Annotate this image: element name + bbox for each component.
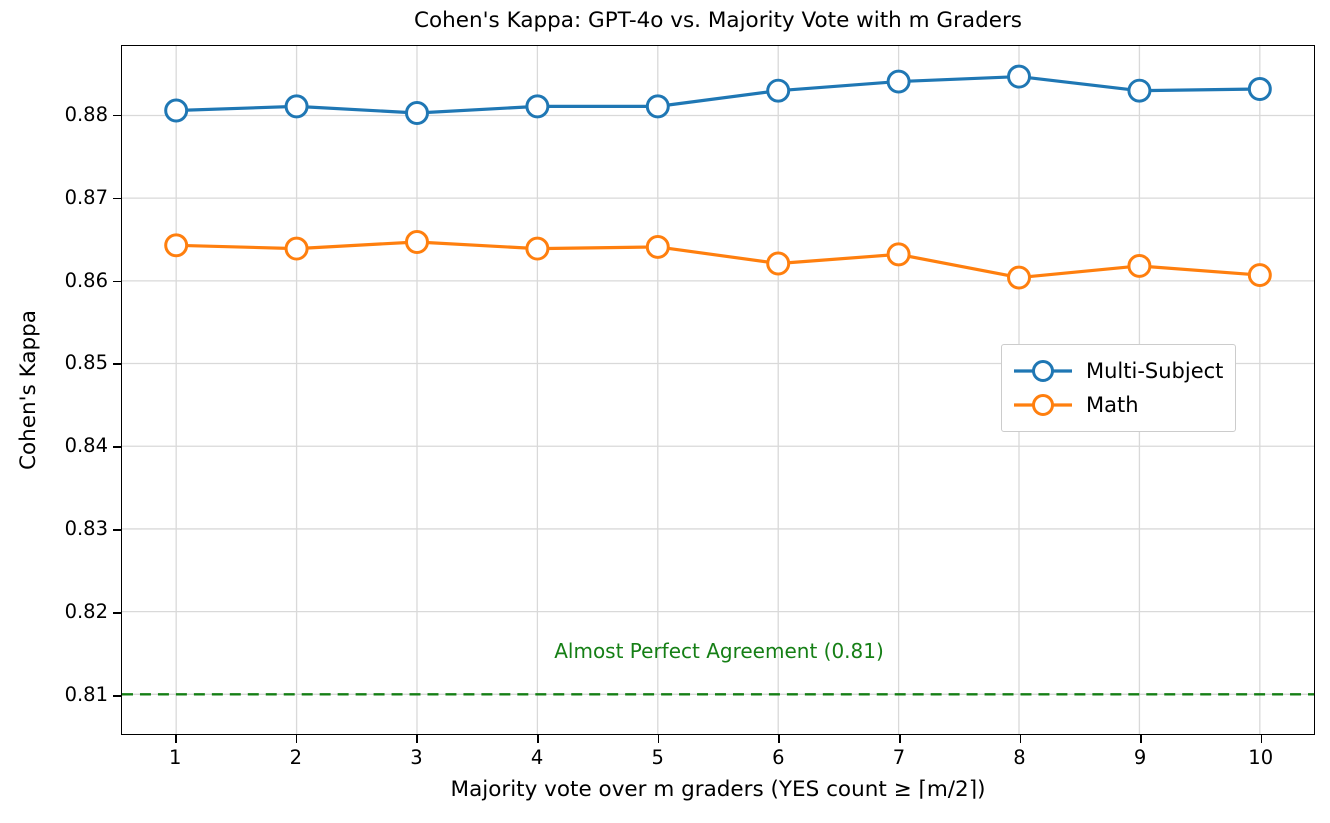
- legend-item[interactable]: Math: [1012, 388, 1223, 422]
- y-axis-tick-mark: [113, 612, 121, 614]
- x-axis-tick-label: 7: [892, 746, 906, 769]
- x-axis-tick-mark: [416, 735, 419, 743]
- legend-marker-icon: [1012, 392, 1074, 418]
- x-axis-tick-mark: [778, 735, 780, 743]
- x-axis-tick-label: 2: [289, 746, 303, 769]
- y-axis-tick-label: 0.87: [64, 185, 108, 209]
- y-axis-tick-mark: [113, 114, 121, 117]
- x-axis-tick-mark: [537, 735, 539, 743]
- plot-area: Almost Perfect Agreement (0.81): [121, 45, 1315, 735]
- y-axis-tick-label: 0.83: [64, 517, 108, 541]
- y-axis-tick-label: 0.82: [64, 600, 108, 624]
- x-axis-label: Majority vote over m graders (YES count …: [450, 777, 986, 802]
- y-axis-tick-mark: [113, 695, 121, 697]
- reference-lines: [122, 693, 1314, 696]
- chart-legend[interactable]: Multi-Subject Math: [1001, 344, 1237, 432]
- y-axis-label: Cohen's Kappa: [16, 310, 41, 470]
- y-axis-tick-label: 0.86: [64, 268, 108, 292]
- x-axis-tick-label: 4: [530, 746, 544, 769]
- chart-title: Cohen's Kappa: GPT-4o vs. Majority Vote …: [414, 8, 1022, 33]
- y-axis-tick-label: 0.81: [64, 683, 108, 707]
- x-axis-tick-label: 6: [772, 746, 785, 769]
- series-multi-subject: [164, 64, 1272, 125]
- data-series: [164, 64, 1272, 290]
- x-axis-tick-mark: [1140, 735, 1142, 743]
- x-axis-tick-label: 8: [1013, 746, 1026, 769]
- y-axis-tick-mark: [113, 280, 121, 283]
- threshold-annotation-label: Almost Perfect Agreement (0.81): [554, 638, 884, 663]
- legend-item[interactable]: Multi-Subject: [1012, 354, 1223, 388]
- x-axis-tick-mark: [295, 735, 298, 743]
- series-math: [164, 230, 1272, 290]
- x-axis-tick-label: 10: [1248, 746, 1274, 769]
- y-axis-tick-mark: [113, 529, 121, 531]
- x-axis-tick-mark: [657, 735, 660, 743]
- y-axis-tick-mark: [113, 446, 121, 448]
- legend-label: Math: [1086, 393, 1139, 417]
- legend-label: Multi-Subject: [1086, 359, 1224, 383]
- legend-marker-icon: [1012, 358, 1074, 384]
- x-axis-tick-label: 1: [169, 746, 182, 769]
- y-axis-tick-label: 0.84: [64, 434, 108, 458]
- x-axis-tick-label: 9: [1133, 746, 1147, 769]
- y-axis-tick-label: 0.88: [64, 102, 108, 126]
- y-axis-tick-label: 0.85: [64, 351, 108, 375]
- x-axis-tick-label: 5: [651, 746, 664, 769]
- x-axis-tick-label: 3: [410, 746, 423, 769]
- x-axis-tick-mark: [1260, 735, 1263, 743]
- y-axis-tick-mark: [113, 363, 121, 366]
- x-axis-tick-mark: [175, 735, 177, 743]
- y-axis-tick-mark: [113, 197, 121, 200]
- x-axis-tick-mark: [898, 735, 901, 743]
- x-axis-tick-mark: [1019, 735, 1022, 743]
